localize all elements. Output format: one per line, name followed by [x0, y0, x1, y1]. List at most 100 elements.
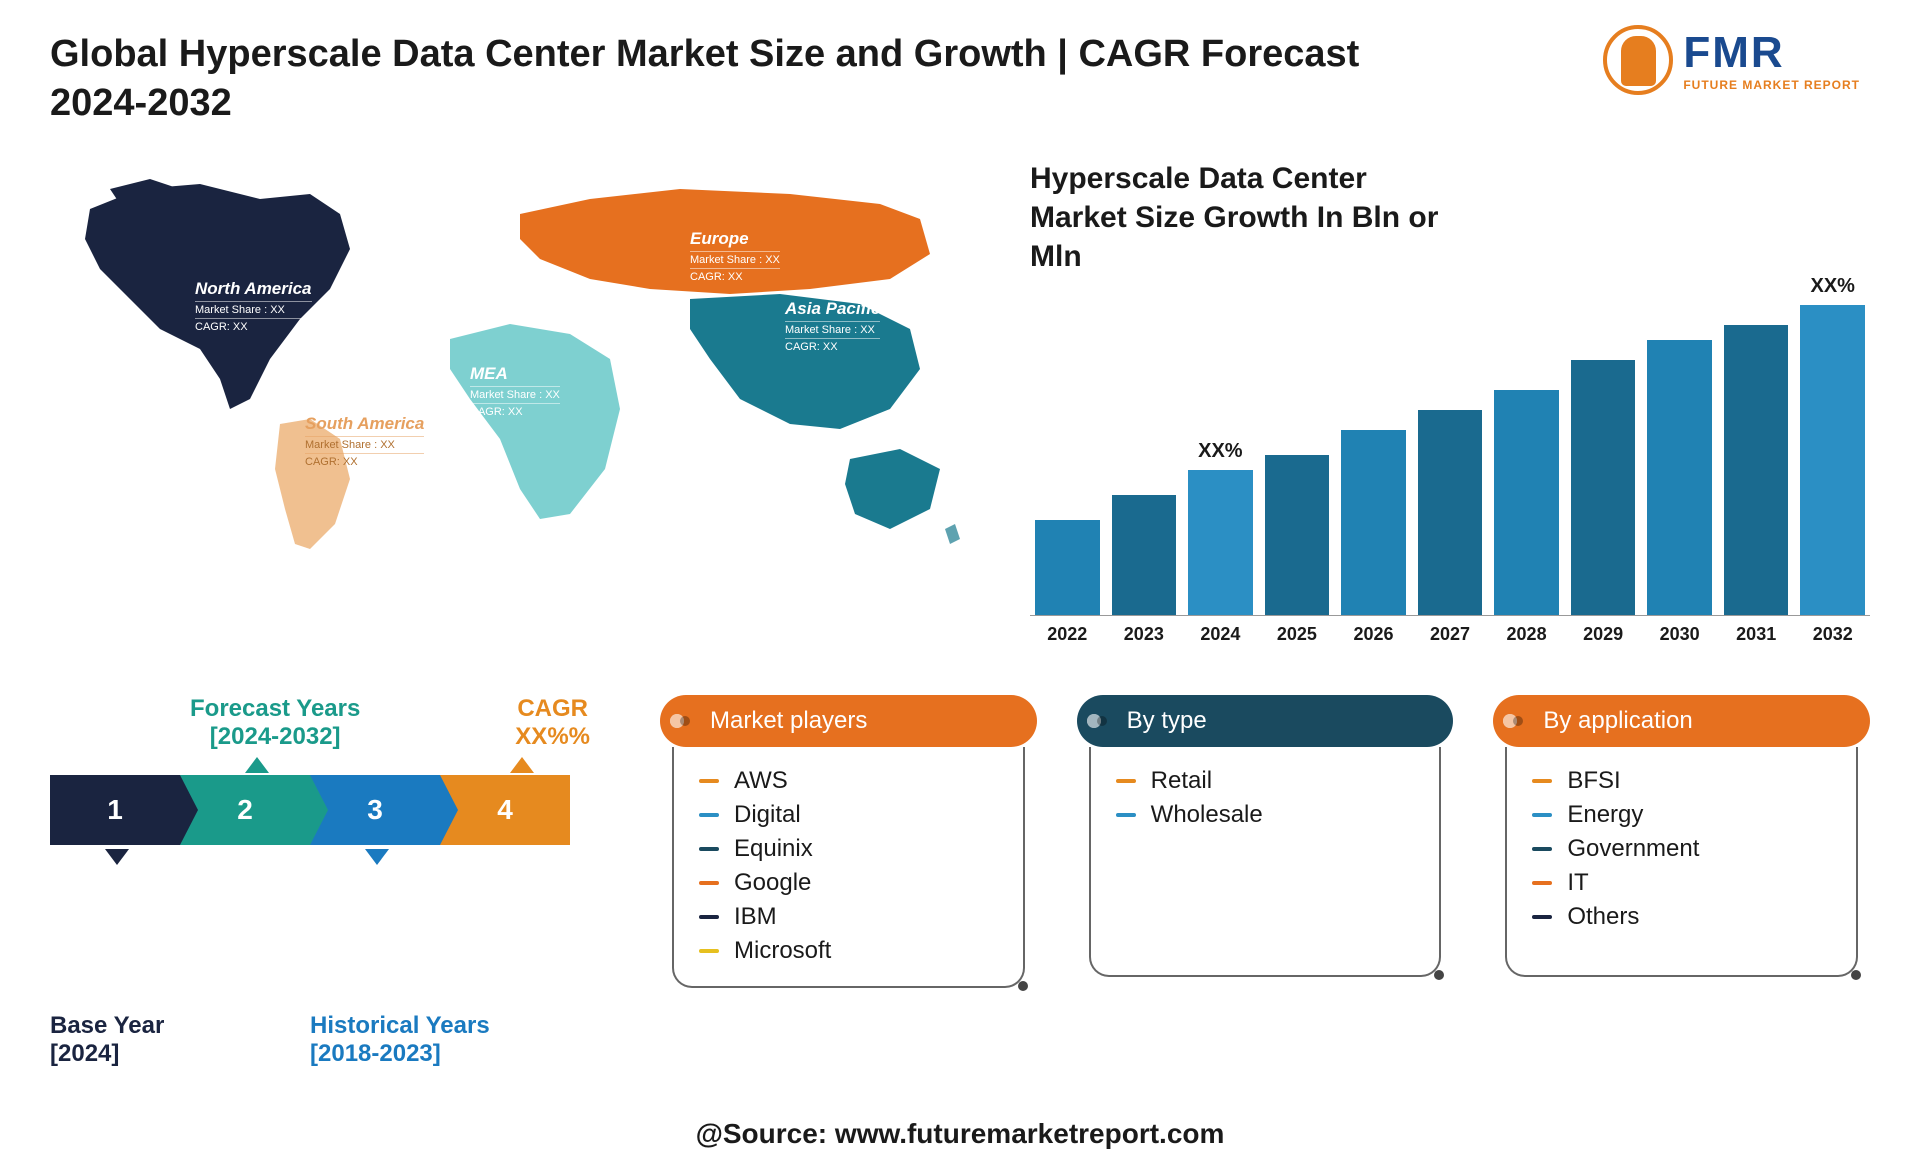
page-title: Global Hyperscale Data Center Market Siz… — [50, 30, 1450, 129]
tick-icon — [699, 847, 719, 851]
panel-item-text: Retail — [1151, 767, 1212, 795]
panel-item-text: Government — [1567, 835, 1699, 863]
panel-item: Government — [1532, 835, 1831, 863]
bar — [1494, 390, 1559, 615]
panel-item-text: Energy — [1567, 801, 1643, 829]
tick-icon — [1532, 847, 1552, 851]
panel-item: BFSI — [1532, 767, 1831, 795]
tick-icon — [699, 779, 719, 783]
arrow-icon — [365, 849, 389, 865]
bar-wrap — [1494, 390, 1559, 615]
region-label-ap: Asia PacificMarket Share : XXCAGR: XX — [785, 299, 880, 353]
panel-item: AWS — [699, 767, 998, 795]
panel-item-text: Google — [734, 869, 811, 897]
arrow-icon — [245, 757, 269, 773]
bar-chart: Hyperscale Data Center Market Size Growt… — [1030, 159, 1870, 645]
panel-item: IT — [1532, 869, 1831, 897]
panel-header: By type — [1077, 695, 1454, 747]
panels: Market players AWS Digital Equinix Google IBM… — [660, 695, 1870, 988]
panel-title: By type — [1127, 707, 1207, 735]
bar-wrap — [1724, 325, 1789, 615]
bar-year-label: 2031 — [1724, 624, 1789, 645]
arrow-icon — [510, 757, 534, 773]
info-panel: By type Retail Wholesale — [1077, 695, 1454, 988]
region-label-na: North AmericaMarket Share : XXCAGR: XX — [195, 279, 312, 333]
panel-body: AWS Digital Equinix Google IBM Microsoft — [672, 747, 1025, 988]
timeline: Forecast Years [2024-2032] CAGR XX%% 1 2… — [50, 695, 610, 988]
tick-icon — [1116, 813, 1136, 817]
timeline-cagr-label: CAGR XX%% — [515, 695, 590, 751]
panel-item-text: Equinix — [734, 835, 813, 863]
timeline-seg-1: 1 — [50, 775, 180, 845]
panel-item: Digital — [699, 801, 998, 829]
logo-main: FMR — [1683, 28, 1860, 78]
chart-title: Hyperscale Data Center Market Size Growt… — [1030, 159, 1450, 276]
bar — [1112, 495, 1177, 615]
panel-item-text: IT — [1567, 869, 1588, 897]
region-label-sa: South AmericaMarket Share : XXCAGR: XX — [305, 414, 424, 468]
panel-title: By application — [1543, 707, 1692, 735]
region-label-mea: MEAMarket Share : XXCAGR: XX — [470, 364, 560, 418]
tick-icon — [1532, 915, 1552, 919]
bar-wrap: XX% — [1188, 470, 1253, 615]
panel-body: BFSI Energy Government IT Others — [1505, 747, 1858, 977]
panel-header: Market players — [660, 695, 1037, 747]
logo-icon — [1603, 25, 1673, 95]
tick-icon — [1532, 779, 1552, 783]
panel-item-text: Microsoft — [734, 937, 831, 965]
bar — [1265, 455, 1330, 615]
bar-wrap — [1418, 410, 1483, 615]
source-attribution: @Source: www.futuremarketreport.com — [50, 1118, 1870, 1150]
bar-year-label: 2028 — [1494, 624, 1559, 645]
panel-item: Equinix — [699, 835, 998, 863]
bars-container: XX%XX% — [1030, 296, 1870, 616]
info-panel: By application BFSI Energy Government IT Othe… — [1493, 695, 1870, 988]
tick-icon — [1116, 779, 1136, 783]
timeline-hist-label: Historical Years [2018-2023] — [310, 1012, 490, 1068]
panel-item-text: Wholesale — [1151, 801, 1263, 829]
bar — [1188, 470, 1253, 615]
timeline-base-label: Base Year [2024] — [50, 1012, 164, 1068]
bar-wrap — [1341, 430, 1406, 615]
bar-top-label: XX% — [1811, 275, 1855, 298]
bar-year-label: 2024 — [1188, 624, 1253, 645]
bar-year-label: 2027 — [1418, 624, 1483, 645]
bar-year-label: 2032 — [1800, 624, 1865, 645]
info-panel: Market players AWS Digital Equinix Google IBM… — [660, 695, 1037, 988]
bar-year-label: 2022 — [1035, 624, 1100, 645]
logo: FMR FUTURE MARKET REPORT — [1603, 25, 1860, 95]
bar-year-label: 2025 — [1265, 624, 1330, 645]
panel-item: Microsoft — [699, 937, 998, 965]
panel-item: Others — [1532, 903, 1831, 931]
panel-item: IBM — [699, 903, 998, 931]
panel-item: Google — [699, 869, 998, 897]
panel-item: Retail — [1116, 767, 1415, 795]
bar-year-label: 2026 — [1341, 624, 1406, 645]
panel-item: Wholesale — [1116, 801, 1415, 829]
bar — [1341, 430, 1406, 615]
bar — [1647, 340, 1712, 615]
bar — [1418, 410, 1483, 615]
bar-year-label: 2023 — [1112, 624, 1177, 645]
bar-year-label: 2030 — [1647, 624, 1712, 645]
logo-sub: FUTURE MARKET REPORT — [1683, 78, 1860, 92]
bar — [1800, 305, 1865, 615]
bar-wrap — [1265, 455, 1330, 615]
tick-icon — [699, 915, 719, 919]
timeline-forecast-label: Forecast Years [2024-2032] — [190, 695, 360, 751]
tick-icon — [1532, 813, 1552, 817]
panel-item-text: BFSI — [1567, 767, 1620, 795]
bar-year-label: 2029 — [1571, 624, 1636, 645]
arrow-icon — [105, 849, 129, 865]
timeline-seg-4: 4 — [440, 775, 570, 845]
region-label-eu: EuropeMarket Share : XXCAGR: XX — [690, 229, 780, 283]
panel-item-text: Others — [1567, 903, 1639, 931]
world-map: North AmericaMarket Share : XXCAGR: XX So… — [50, 159, 970, 559]
bar-wrap — [1571, 360, 1636, 615]
bar-wrap — [1647, 340, 1712, 615]
bar-wrap — [1035, 520, 1100, 615]
tick-icon — [1532, 881, 1552, 885]
bar — [1571, 360, 1636, 615]
panel-item-text: IBM — [734, 903, 777, 931]
bar-wrap — [1112, 495, 1177, 615]
